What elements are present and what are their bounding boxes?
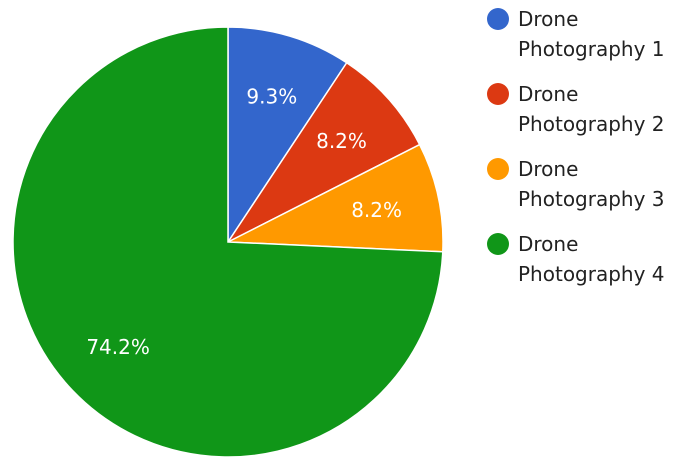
- legend-item-3: Drone Photography 3: [487, 157, 665, 211]
- legend-item-2: Drone Photography 2: [487, 82, 665, 136]
- legend-label-4: Drone Photography 4: [518, 232, 665, 286]
- pie-slice-1: [227, 26, 348, 245]
- pie-slice-label-1: 9.3%: [246, 85, 297, 109]
- legend-item-4: Drone Photography 4: [487, 232, 665, 286]
- pie-slice-label-3: 8.2%: [351, 198, 402, 222]
- legend-swatch-2: [487, 83, 509, 105]
- pie-slice-2: [225, 61, 421, 244]
- pie-slice-4: [12, 26, 444, 457]
- pie-slices: [12, 26, 444, 457]
- legend-swatch-3: [487, 158, 509, 180]
- pie-slice-labels: 9.3% 8.2% 8.2% 74.2%: [86, 85, 402, 360]
- legend: Drone Photography 1 Drone Photography 2 Dron…: [487, 7, 665, 286]
- pie-slice-label-4: 74.2%: [86, 335, 150, 359]
- legend-swatch-1: [487, 8, 509, 30]
- legend-swatch-4: [487, 233, 509, 255]
- pie-slice-label-2: 8.2%: [316, 129, 367, 153]
- legend-item-1: Drone Photography 1: [487, 7, 665, 61]
- legend-label-2: Drone Photography 2: [518, 82, 665, 136]
- legend-label-3: Drone Photography 3: [518, 157, 665, 211]
- legend-label-1: Drone Photography 1: [518, 7, 665, 61]
- pie-slice-3: [225, 143, 444, 253]
